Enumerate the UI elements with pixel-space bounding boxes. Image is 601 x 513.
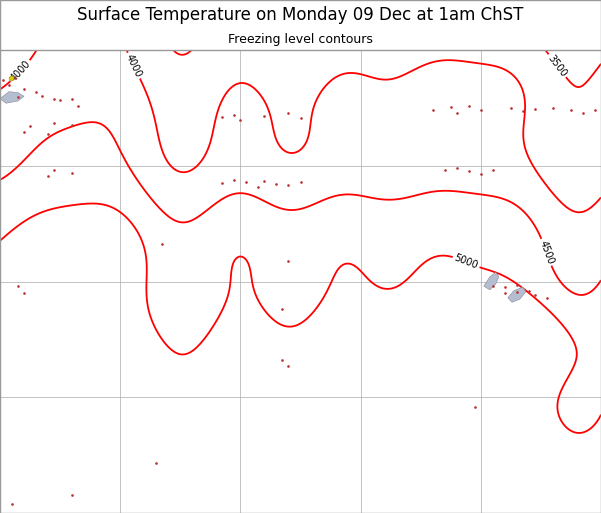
Text: 4000: 4000 <box>124 52 144 79</box>
Polygon shape <box>484 272 499 290</box>
Text: 4500: 4500 <box>537 239 555 266</box>
Text: 4000: 4000 <box>8 58 32 84</box>
Polygon shape <box>0 92 24 103</box>
Polygon shape <box>508 287 526 302</box>
Text: Surface Temperature on Monday 09 Dec at 1am ChST: Surface Temperature on Monday 09 Dec at … <box>78 6 523 24</box>
Text: 3500: 3500 <box>546 53 569 78</box>
Text: Freezing level contours: Freezing level contours <box>228 33 373 47</box>
Text: 5000: 5000 <box>453 253 480 271</box>
